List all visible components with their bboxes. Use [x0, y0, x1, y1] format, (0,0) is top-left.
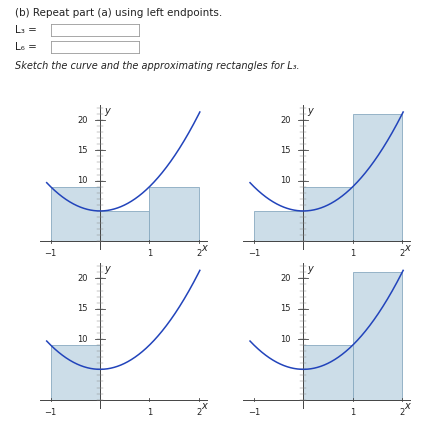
Bar: [149, 187, 199, 241]
Bar: [100, 211, 149, 241]
Text: y: y: [104, 265, 110, 274]
Text: 1: 1: [350, 407, 355, 416]
Text: 2: 2: [400, 407, 405, 416]
Text: x: x: [404, 401, 410, 411]
Text: y: y: [307, 265, 313, 274]
Text: 1: 1: [147, 407, 152, 416]
Text: −1: −1: [248, 249, 260, 258]
Text: (b) Repeat part (a) using left endpoints.: (b) Repeat part (a) using left endpoints…: [15, 8, 223, 18]
Bar: [303, 345, 353, 400]
Text: 1: 1: [350, 249, 355, 258]
Text: x: x: [201, 401, 207, 411]
Text: −1: −1: [45, 249, 57, 258]
Bar: [51, 345, 100, 400]
Text: 15: 15: [281, 304, 291, 313]
Text: Sketch the curve and the approximating rectangles for L₃.: Sketch the curve and the approximating r…: [15, 61, 300, 71]
Bar: [51, 187, 100, 241]
Text: 10: 10: [77, 335, 88, 344]
Text: 20: 20: [77, 116, 88, 125]
Text: L₆ =: L₆ =: [15, 42, 37, 52]
Text: −1: −1: [248, 407, 260, 416]
Text: y: y: [104, 106, 110, 116]
Text: L₃ =: L₃ =: [15, 25, 37, 35]
Text: 2: 2: [196, 249, 202, 258]
Text: 2: 2: [196, 407, 202, 416]
Text: 10: 10: [281, 176, 291, 185]
Text: 20: 20: [77, 274, 88, 283]
Bar: [254, 211, 303, 241]
Bar: [353, 272, 402, 400]
Text: 2: 2: [400, 249, 405, 258]
Bar: [303, 187, 353, 241]
Bar: [353, 114, 402, 241]
Text: 20: 20: [281, 274, 291, 283]
Text: 15: 15: [77, 146, 88, 155]
Text: −1: −1: [45, 407, 57, 416]
Text: 15: 15: [77, 304, 88, 313]
Text: y: y: [307, 106, 313, 116]
Text: x: x: [201, 243, 207, 253]
Text: 10: 10: [77, 176, 88, 185]
Text: x: x: [404, 243, 410, 253]
Text: 1: 1: [147, 249, 152, 258]
Text: 20: 20: [281, 116, 291, 125]
Text: 15: 15: [281, 146, 291, 155]
Text: 10: 10: [281, 335, 291, 344]
